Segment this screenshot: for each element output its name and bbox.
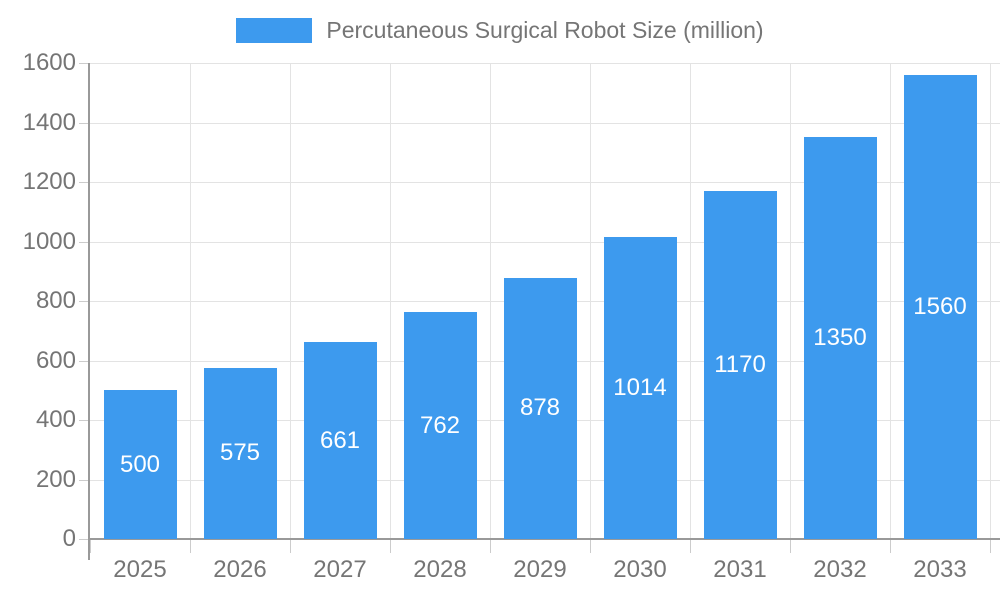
gridline-horizontal [90, 63, 1000, 64]
y-tick-label: 1000 [22, 227, 76, 255]
gridline-horizontal [90, 241, 1000, 243]
bar-value-label: 1350 [813, 324, 867, 352]
bar[interactable] [503, 277, 577, 539]
bar-value-label: 762 [419, 411, 461, 439]
x-axis-tick [290, 540, 291, 553]
bar-value-label: 500 [119, 450, 161, 478]
x-axis-tick [390, 540, 391, 553]
bar[interactable] [703, 190, 777, 539]
y-tick-label: 1400 [22, 108, 76, 136]
y-axis-tick [79, 182, 88, 183]
gridline-vertical [590, 63, 591, 539]
gridline-vertical [790, 63, 791, 539]
gridline-vertical [490, 63, 491, 539]
x-tick-label: 2032 [813, 556, 867, 583]
bar[interactable] [203, 367, 277, 539]
y-tick-label: 200 [35, 465, 76, 493]
x-tick-label: 2033 [913, 556, 967, 583]
gridline-vertical [890, 63, 891, 539]
x-axis-tick [490, 540, 491, 553]
y-axis-tick [79, 241, 88, 243]
y-axis-tick [79, 63, 88, 64]
bar[interactable] [103, 390, 177, 539]
x-axis-tick [890, 540, 891, 553]
x-tick-label: 2027 [313, 556, 367, 583]
bar[interactable] [803, 137, 877, 539]
x-axis-tick [190, 540, 191, 553]
y-tick-label: 400 [35, 406, 76, 433]
y-axis-labels: 0 200 400 600 800 1000 1200 1400 1600 [0, 49, 76, 552]
x-tick-label: 2028 [413, 556, 467, 583]
bar[interactable] [303, 342, 377, 539]
gridline-horizontal [90, 122, 1000, 124]
bar-value-label: 878 [519, 394, 561, 422]
bar-value-label: 1170 [714, 350, 766, 378]
y-axis-tick [79, 539, 88, 540]
y-axis-tick [79, 301, 88, 302]
x-axis-tick [90, 540, 91, 553]
x-axis-tick [790, 540, 791, 553]
gridline-vertical [190, 63, 191, 539]
bar[interactable] [903, 74, 977, 539]
x-axis-tick [690, 540, 691, 553]
bar-value-label: 1560 [913, 292, 967, 320]
x-tick-label: 2030 [613, 556, 667, 583]
x-tick-label: 2031 [713, 556, 767, 583]
bar[interactable] [603, 237, 677, 539]
y-axis-tick [79, 122, 88, 124]
gridline-vertical [390, 63, 391, 539]
bar-value-label: 575 [219, 439, 261, 467]
x-axis-line [88, 538, 1000, 540]
gridline-vertical [290, 63, 291, 539]
y-axis-tick [79, 360, 88, 362]
y-axis-tick [79, 420, 88, 421]
bar-value-label: 1014 [613, 374, 667, 402]
legend[interactable]: Percutaneous Surgical Robot Size (millio… [0, 17, 1000, 44]
gridline-horizontal [90, 182, 1000, 183]
x-axis-tick [990, 540, 991, 553]
plot-area: 500 575 661 762 878 1014 1170 1350 1560 [79, 63, 1000, 560]
y-tick-label: 1200 [22, 168, 76, 195]
y-axis-tick [79, 479, 88, 481]
gridline-vertical [690, 63, 691, 539]
y-axis-line [88, 63, 90, 560]
y-tick-label: 800 [35, 287, 76, 314]
x-axis-tick [590, 540, 591, 553]
y-tick-label: 0 [62, 525, 76, 552]
x-tick-label: 2026 [213, 556, 267, 583]
x-tick-label: 2025 [113, 556, 167, 583]
bar-value-label: 661 [319, 426, 361, 454]
y-tick-label: 600 [35, 346, 76, 374]
legend-label: Percutaneous Surgical Robot Size (millio… [326, 17, 764, 43]
gridline-vertical [990, 63, 991, 539]
legend-swatch [236, 18, 313, 43]
x-tick-label: 2029 [513, 556, 567, 583]
x-axis-labels: 2025 2026 2027 2028 2029 2030 2031 2032 2033 [90, 556, 990, 588]
y-tick-label: 1600 [22, 49, 76, 76]
bar[interactable] [403, 312, 477, 539]
